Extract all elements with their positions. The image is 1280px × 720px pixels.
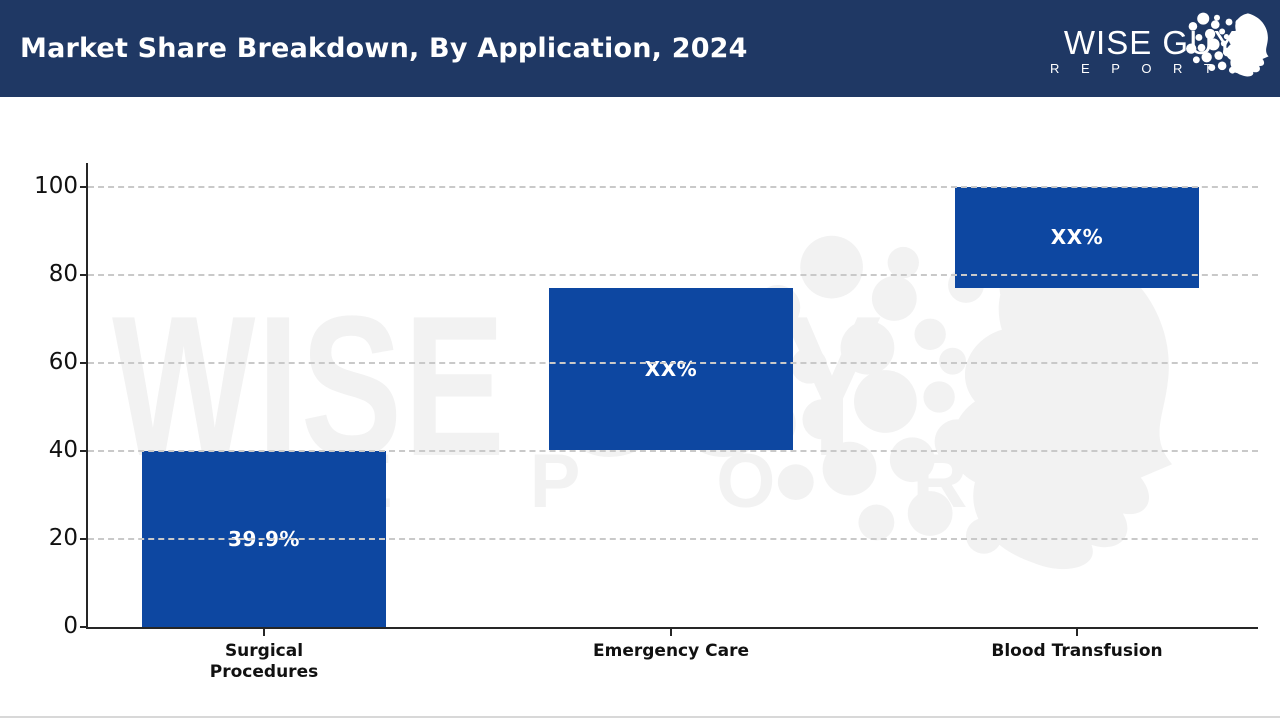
y-axis-line [86,163,88,629]
chart-title: Market Share Breakdown, By Application, … [20,33,748,64]
y-tick-100 [80,185,88,188]
bar-value-label: XX% [644,357,698,382]
y-tick-20 [80,537,88,540]
y-tick-0 [80,625,88,628]
x-category-label-line: Procedures [209,661,319,682]
x-tick-1 [670,628,672,636]
x-category-label: Surgical Procedures [154,641,374,683]
x-tick-2 [1076,628,1078,636]
bottom-divider [0,716,1280,718]
gridline-100 [88,185,1258,188]
y-tick-label-20: 20 [48,524,78,551]
x-tick-0 [263,628,265,636]
y-tick-label-0: 0 [63,612,78,639]
gridline-40 [88,449,1258,452]
y-tick-80 [80,273,88,276]
x-axis-line [86,626,1258,629]
gridline-20 [88,537,1258,540]
x-category-label-line: Emergency Care [593,640,749,661]
y-tick-label-80: 80 [48,260,78,287]
bar-blood-transfusion: XX% [955,186,1199,288]
x-category-label: Blood Transfusion [967,641,1187,662]
y-tick-40 [80,449,88,452]
y-tick-label-100: 100 [34,172,78,199]
y-tick-60 [80,361,88,364]
x-category-label-line: Surgical [224,640,304,661]
y-tick-label-40: 40 [48,436,78,463]
gridline-80 [88,273,1258,276]
logo-subtitle: R E P O R T S [1050,61,1251,76]
gridline-60 [88,361,1258,364]
bar-value-label: XX% [1050,225,1104,250]
y-tick-label-60: 60 [48,348,78,375]
bar-emergency-care: XX% [549,287,793,451]
header-bar: Market Share Breakdown, By Application, … [0,0,1280,97]
x-category-label: Emergency Care [561,641,781,662]
wiseguy-logo: WISE GUY R E P O R T S [1016,4,1269,94]
x-category-label-line: Blood Transfusion [991,640,1163,661]
wiseguy-face-icon [1186,12,1269,77]
